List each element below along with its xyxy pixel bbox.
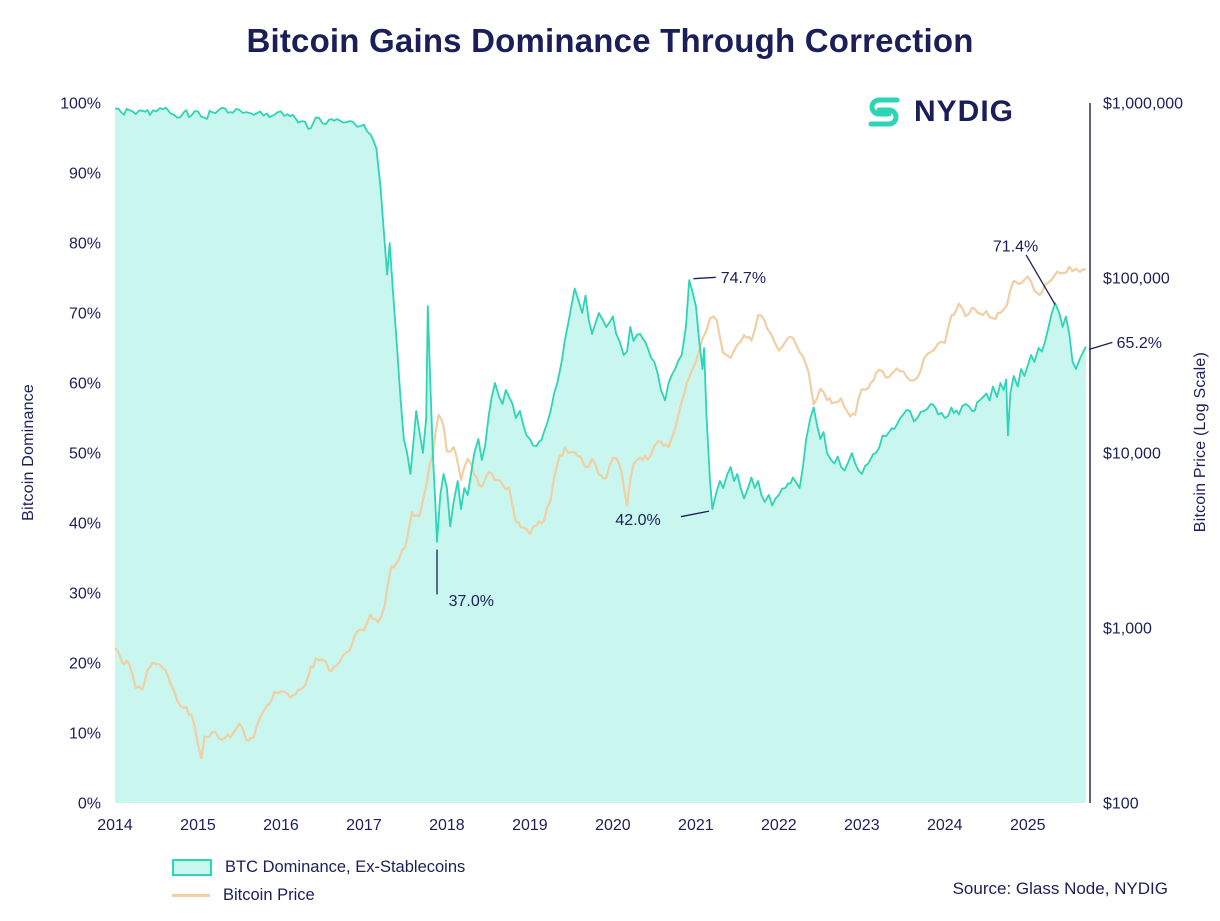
nydig-logo: NYDIG	[864, 92, 1014, 132]
annotation-line	[1025, 254, 1056, 305]
annotation-line	[680, 510, 710, 518]
x-tick-label: 2021	[678, 817, 714, 834]
nydig-logo-text: NYDIG	[914, 95, 1015, 128]
x-tick-label: 2020	[595, 817, 631, 834]
x-tick-label: 2019	[512, 817, 548, 834]
y-left-tick-label: 60%	[69, 376, 101, 393]
source-note: Source: Glass Node, NYDIG	[952, 879, 1168, 898]
y-left-tick-label: 80%	[69, 236, 101, 253]
y-left-tick-label: 100%	[60, 96, 101, 113]
y-right-tick-label: $10,000	[1103, 446, 1161, 463]
x-tick-label: 2017	[346, 817, 382, 834]
x-tick-label: 2024	[927, 817, 963, 834]
annotation-label: 71.4%	[993, 238, 1038, 255]
y-left-tick-label: 90%	[69, 166, 101, 183]
y-left-tick-label: 30%	[69, 586, 101, 603]
price-legend-swatch	[172, 894, 210, 897]
y-left-tick-label: 10%	[69, 726, 101, 743]
y-right-tick-label: $1,000	[1103, 621, 1152, 638]
annotation-label: 37.0%	[449, 593, 494, 610]
annotation-label: 74.7%	[721, 270, 766, 287]
annotation-line	[693, 276, 716, 280]
x-tick-label: 2022	[761, 817, 797, 834]
y-right-tick-label: $100	[1103, 796, 1139, 813]
nydig-logo-icon	[868, 97, 900, 127]
price-line	[114, 265, 1086, 760]
dominance-line	[114, 106, 1087, 543]
annotation-label: 65.2%	[1117, 335, 1162, 352]
y-left-tick-label: 50%	[69, 446, 101, 463]
dominance-area	[115, 107, 1086, 804]
y-left-tick-label: 0%	[78, 796, 101, 813]
legend-item-price: Bitcoin Price	[172, 886, 465, 905]
legend: BTC Dominance, Ex-Stablecoins Bitcoin Pr…	[172, 858, 465, 905]
x-tick-label: 2016	[263, 817, 299, 834]
y-right-tick-label: $100,000	[1103, 271, 1170, 288]
y-left-tick-label: 40%	[69, 516, 101, 533]
chart-title: Bitcoin Gains Dominance Through Correcti…	[246, 22, 974, 59]
annotation-label: 42.0%	[615, 512, 660, 529]
x-tick-label: 2015	[180, 817, 216, 834]
x-tick-label: 2018	[429, 817, 465, 834]
x-tick-label: 2014	[97, 817, 133, 834]
y-left-tick-label: 20%	[69, 656, 101, 673]
dominance-legend-swatch	[172, 859, 212, 876]
x-tick-label: 2023	[844, 817, 880, 834]
annotation-line	[1089, 341, 1113, 351]
y-left-tick-label: 70%	[69, 306, 101, 323]
price-legend-label: Bitcoin Price	[223, 886, 315, 904]
x-tick-label: 2025	[1010, 817, 1046, 834]
legend-item-dominance: BTC Dominance, Ex-Stablecoins	[172, 858, 465, 877]
y-right-tick-label: $1,000,000	[1103, 96, 1183, 113]
dominance-legend-label: BTC Dominance, Ex-Stablecoins	[225, 858, 466, 876]
